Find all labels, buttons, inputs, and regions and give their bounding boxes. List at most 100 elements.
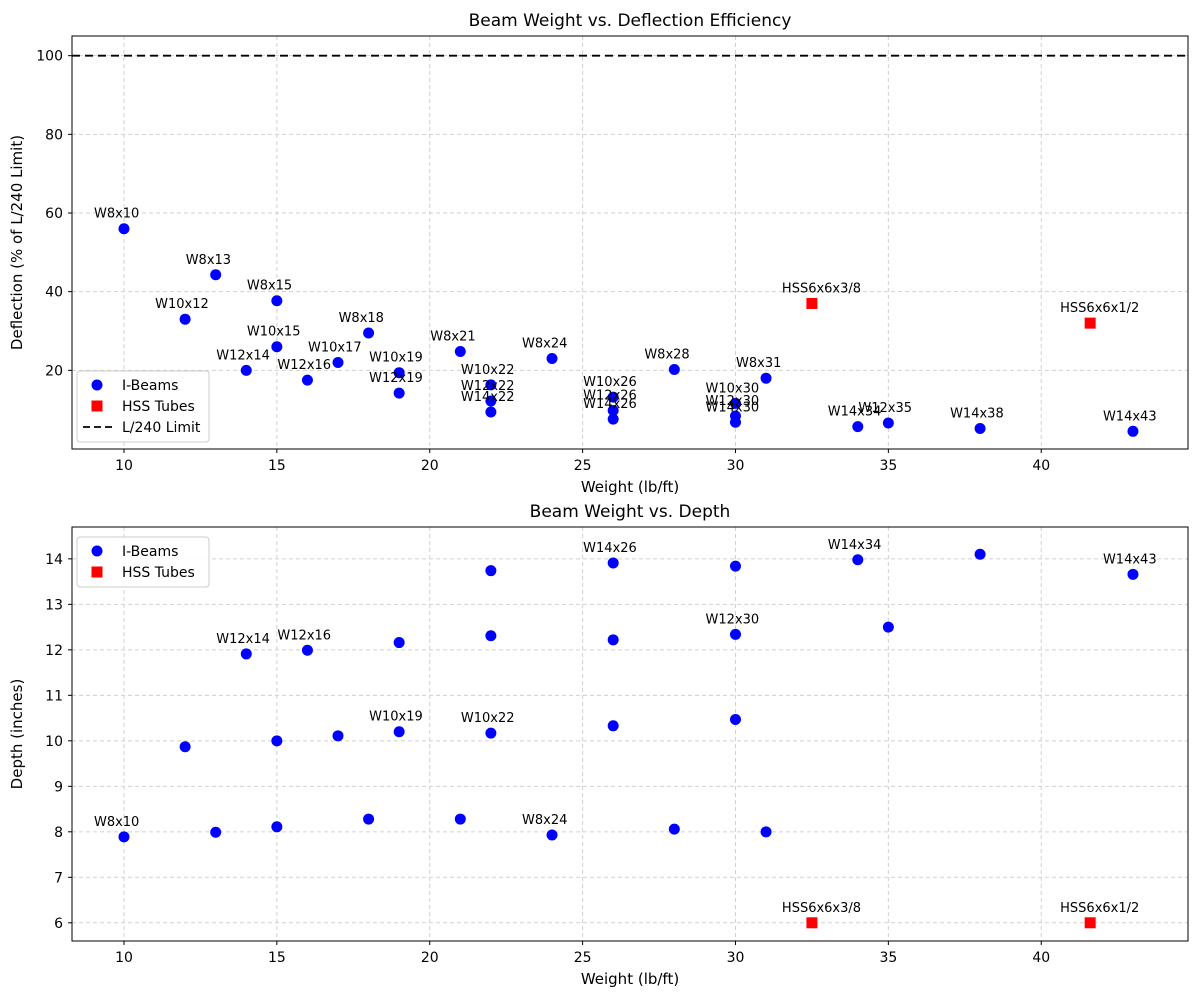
svg-text:80: 80: [45, 127, 63, 143]
point-W10x12: [179, 741, 191, 753]
point-labels: W8x10 W12x14 W12x16 W10x19 W10x22 W8x24 W14x26…: [94, 538, 1157, 916]
legend-label: HSS Tubes: [122, 399, 195, 415]
svg-text:11: 11: [45, 688, 63, 704]
legend-circle-marker: [91, 545, 103, 557]
label-W10x15: W10x15: [247, 325, 301, 340]
label-W8x28: W8x28: [644, 348, 689, 363]
label-W10x19: W10x19: [369, 351, 423, 366]
svg-text:10: 10: [115, 950, 133, 966]
label-W12x22: W12x22: [461, 379, 515, 394]
label-W14x38: W14x38: [950, 407, 1004, 422]
point-W10x26: [607, 720, 619, 732]
gridlines: [72, 527, 1188, 941]
point-W8x28: [668, 364, 680, 376]
depth-chart: 10 15 20 25 30 35 40 6 7 8 9 10 11 12 13 14 Beam Weight …: [8, 502, 1189, 988]
point-W8x15: [271, 821, 283, 833]
point-W8x15: [271, 295, 283, 307]
point-W14x26: [607, 413, 619, 425]
label-W8x15: W8x15: [247, 279, 292, 294]
point-W14x38: [974, 548, 986, 560]
svg-text:40: 40: [45, 285, 63, 301]
label-W8x24: W8x24: [522, 813, 567, 828]
label-W14x43: W14x43: [1103, 409, 1157, 424]
label-W10x19: W10x19: [369, 710, 423, 725]
point-W14x43: [1127, 568, 1139, 580]
point-W8x24: [546, 829, 558, 841]
svg-text:6: 6: [54, 916, 63, 932]
axes-frame: [71, 526, 1189, 942]
svg-text:12: 12: [45, 643, 63, 659]
label-HSS6x6x1/2: HSS6x6x1/2: [1060, 901, 1139, 916]
point-HSS6x6x3/8: [806, 297, 818, 309]
point-W8x28: [668, 823, 680, 835]
point-W14x34: [852, 421, 864, 433]
y-axis-label: Depth (inches): [8, 679, 26, 790]
label-W14x26: W14x26: [583, 541, 637, 556]
point-W12x19: [393, 387, 405, 399]
label-W8x31: W8x31: [736, 356, 781, 371]
point-W12x26: [607, 404, 619, 416]
x-axis-label: Weight (lb/ft): [581, 478, 679, 496]
svg-text:8: 8: [54, 825, 63, 841]
point-W8x31: [760, 826, 772, 838]
point-W14x22: [485, 565, 497, 577]
label-W8x13: W8x13: [186, 253, 231, 268]
svg-text:30: 30: [727, 950, 745, 966]
label-W8x24: W8x24: [522, 337, 567, 352]
label-W12x26: W12x26: [583, 388, 637, 403]
tick-marks: [68, 558, 1042, 945]
point-W14x30: [729, 416, 741, 428]
svg-text:25: 25: [574, 458, 592, 474]
label-W14x22: W14x22: [461, 390, 515, 405]
label-W12x16: W12x16: [277, 358, 331, 373]
label-W10x12: W10x12: [155, 297, 209, 312]
point-W10x30: [729, 713, 741, 725]
label-W14x26: W14x26: [583, 397, 637, 412]
label-W12x16: W12x16: [277, 628, 331, 643]
tick-marks: [68, 55, 1042, 453]
point-W12x14: [240, 364, 252, 376]
label-W14x30: W14x30: [705, 400, 759, 415]
legend-label: I-Beams: [122, 378, 178, 394]
svg-text:7: 7: [54, 870, 63, 886]
point-W10x17: [332, 356, 344, 368]
svg-text:60: 60: [45, 206, 63, 222]
legend-circle-marker: [91, 379, 103, 391]
svg-text:20: 20: [421, 458, 439, 474]
svg-text:25: 25: [574, 950, 592, 966]
axes-frame: [71, 35, 1189, 450]
label-W8x10: W8x10: [94, 815, 139, 830]
svg-text:20: 20: [45, 363, 63, 379]
label-HSS6x6x3/8: HSS6x6x3/8: [782, 281, 861, 296]
label-W12x30: W12x30: [705, 612, 759, 627]
point-W12x16: [301, 644, 313, 656]
label-W8x18: W8x18: [339, 311, 384, 326]
legend-label: L/240 Limit: [122, 420, 201, 436]
point-W8x10: [118, 223, 130, 235]
svg-text:35: 35: [879, 950, 897, 966]
point-W12x26: [607, 634, 619, 646]
point-HSS6x6x1/2: [1084, 317, 1096, 329]
svg-text:30: 30: [727, 458, 745, 474]
svg-text:100: 100: [36, 49, 63, 65]
point-W8x10: [118, 831, 130, 843]
point-W10x19: [393, 367, 405, 379]
svg-text:13: 13: [45, 597, 63, 613]
point-W12x30: [729, 628, 741, 640]
legend-label: HSS Tubes: [122, 565, 195, 581]
point-W14x38: [974, 423, 986, 435]
data-points: [118, 223, 1139, 437]
point-W12x16: [301, 374, 313, 386]
data-points: [118, 548, 1139, 929]
point-W10x15: [271, 341, 283, 353]
label-W14x34: W14x34: [828, 538, 882, 553]
point-W8x21: [454, 345, 466, 357]
legend-square-marker: [91, 566, 103, 578]
chart-title: Beam Weight vs. Depth: [530, 502, 731, 522]
legend-square-marker: [91, 400, 103, 412]
point-W12x14: [240, 648, 252, 660]
label-W12x14: W12x14: [216, 632, 270, 647]
svg-text:40: 40: [1032, 458, 1050, 474]
svg-text:35: 35: [879, 458, 897, 474]
point-W8x13: [210, 826, 222, 838]
